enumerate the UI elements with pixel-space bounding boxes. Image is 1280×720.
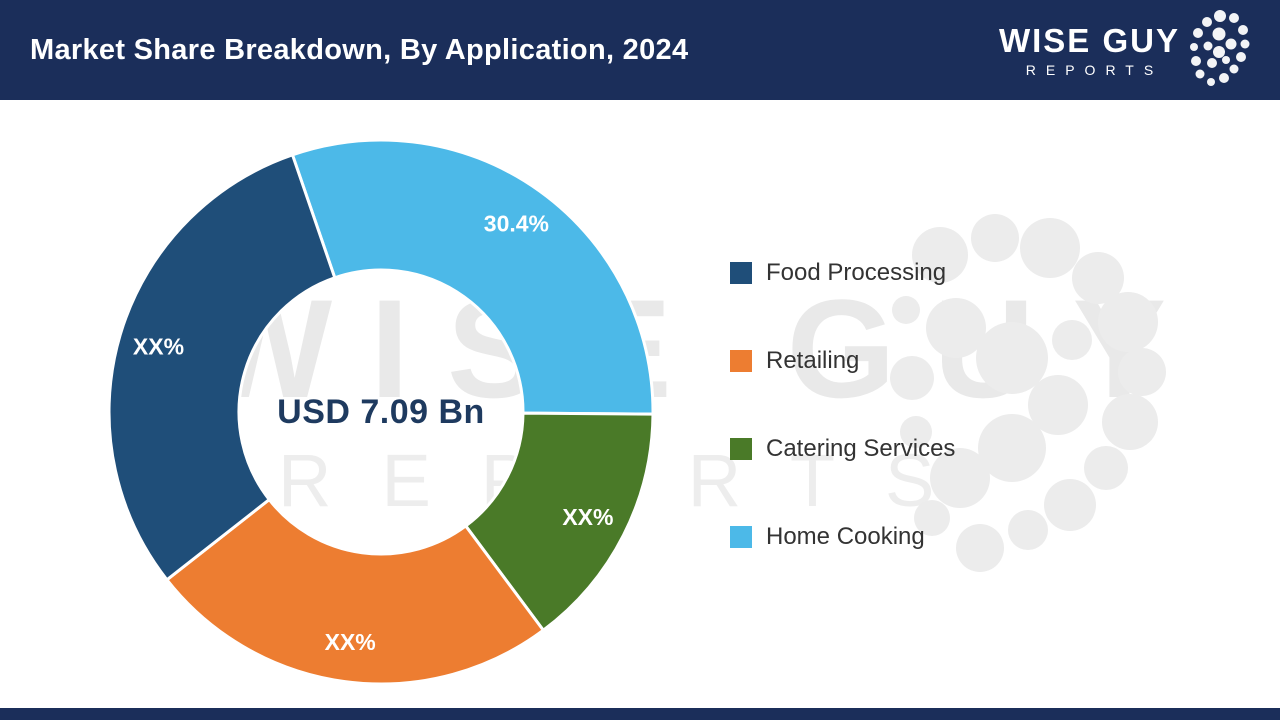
- legend-swatch-food-processing: [730, 262, 752, 284]
- legend-swatch-retailing: [730, 350, 752, 372]
- footer-bar: [0, 708, 1280, 720]
- donut-chart: 30.4% XX% XX% XX% USD 7.09 Bn: [105, 136, 657, 688]
- legend-item-food-processing: Food Processing: [730, 258, 955, 288]
- legend-item-retailing: Retailing: [730, 346, 955, 376]
- brand-logo: WISE GUY REPORTS: [999, 6, 1250, 95]
- donut-segment-catering-services: [464, 411, 655, 632]
- donut-segment-retailing: [165, 498, 545, 686]
- donut-segment-home-cooking: [290, 138, 655, 416]
- legend-label-retailing: Retailing: [766, 347, 860, 374]
- segment-value-label-food-processing: XX%: [133, 333, 184, 359]
- legend-label-catering-services: Catering Services: [766, 435, 956, 462]
- legend-swatch-home-cooking: [730, 526, 752, 548]
- header-bar: Market Share Breakdown, By Application, …: [0, 0, 1280, 100]
- legend-swatch-catering-services: [730, 438, 752, 460]
- segment-value-label-home-cooking: 30.4%: [484, 211, 549, 237]
- logo-head-icon: [1186, 6, 1250, 95]
- page-title: Market Share Breakdown, By Application, …: [30, 33, 689, 66]
- legend-item-catering-services: Catering Services: [730, 434, 955, 464]
- brand-logo-line2: REPORTS: [1025, 61, 1164, 78]
- legend-label-home-cooking: Home Cooking: [766, 523, 925, 550]
- chart-legend: Food Processing Retailing Catering Service…: [730, 258, 955, 610]
- segment-value-label-retailing: XX%: [325, 629, 376, 655]
- legend-item-home-cooking: Home Cooking: [730, 522, 955, 552]
- head-watermark: [860, 200, 1180, 605]
- brand-logo-text: WISE GUY REPORTS: [999, 24, 1180, 77]
- brand-logo-line1: WISE GUY: [998, 21, 1180, 59]
- legend-label-food-processing: Food Processing: [766, 259, 947, 286]
- segment-value-label-catering-services: XX%: [562, 504, 613, 530]
- donut-segment-food-processing: [107, 153, 337, 582]
